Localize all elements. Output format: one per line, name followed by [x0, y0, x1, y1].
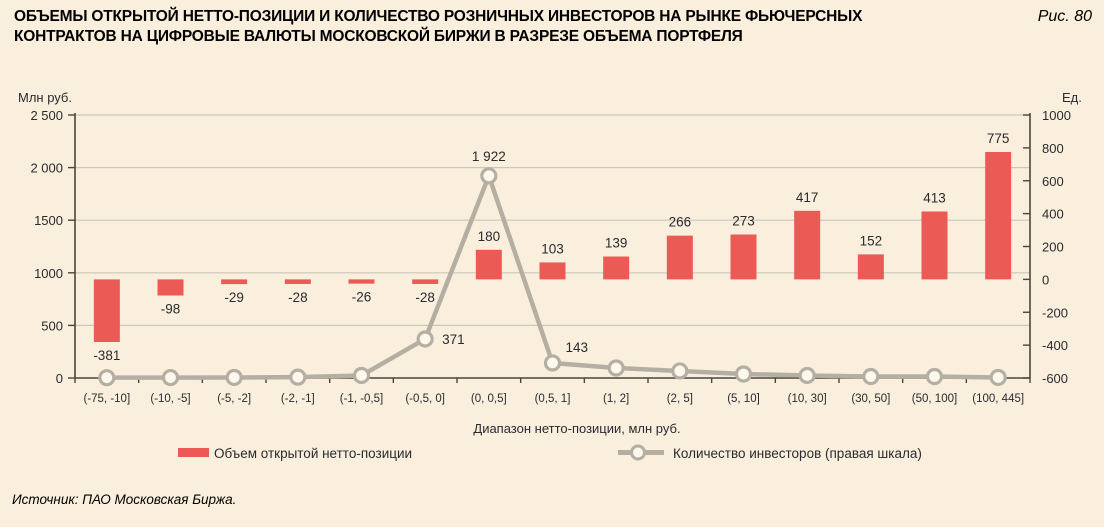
left-axis-title: Млн руб. [18, 90, 72, 105]
bar-value-label: -98 [161, 301, 181, 316]
bar [412, 279, 439, 284]
bar-value-label: -28 [288, 290, 308, 305]
line-marker [798, 366, 816, 385]
bar [157, 279, 184, 296]
bar [603, 256, 630, 280]
category-label: (0, 0,5] [471, 393, 507, 405]
line-marker [607, 359, 625, 377]
bar-value-label: -28 [415, 290, 435, 305]
left-axis-tick-label: 2 000 [30, 161, 63, 176]
line-marker [734, 365, 753, 383]
line-marker [671, 362, 689, 380]
right-axis-tick-label: 0 [1042, 272, 1049, 287]
left-axis-tick-label: 1500 [34, 213, 63, 228]
category-label: (-75, -10] [83, 393, 130, 405]
line-marker [543, 354, 562, 372]
right-axis-tick-label: -600 [1042, 371, 1068, 386]
line-marker [862, 367, 880, 386]
bar [921, 211, 948, 280]
category-label: (5, 10] [727, 393, 760, 405]
x-axis-title: Диапазон нетто-позиции, млн руб. [473, 421, 680, 436]
right-axis-tick-label: -200 [1042, 305, 1068, 320]
bar-value-label: -29 [224, 290, 244, 305]
left-axis-tick-label: 1000 [34, 266, 63, 281]
right-axis-tick-label: 600 [1042, 174, 1064, 189]
bar-value-label: 180 [478, 229, 501, 244]
left-axis-tick-label: 2 500 [30, 108, 63, 123]
line-marker [989, 368, 1007, 387]
chart-title-line2: КОНТРАКТОВ НА ЦИФРОВЫЕ ВАЛЮТЫ МОСКОВСКОЙ… [14, 28, 743, 45]
right-axis-tick-label: -400 [1042, 338, 1068, 353]
right-axis-tick-label: 400 [1042, 207, 1064, 222]
line-marker [98, 369, 116, 387]
bar [730, 234, 757, 280]
bar-value-label: 103 [541, 241, 564, 256]
legend-line-marker [630, 444, 646, 461]
line-marker [480, 167, 498, 185]
category-label: (-10, -5] [150, 393, 190, 405]
category-label: (10, 30] [788, 393, 827, 405]
bar [475, 249, 502, 280]
line-marker [416, 330, 434, 348]
bar [666, 235, 693, 280]
bar-value-label: 266 [669, 215, 692, 230]
legend-line-label: Количество инвесторов (правая шкала) [673, 446, 922, 461]
title-row: ОБЪЕМЫ ОТКРЫТОЙ НЕТТО-ПОЗИЦИИ И КОЛИЧЕСТ… [14, 7, 1092, 47]
bar-value-label: 775 [987, 131, 1010, 146]
legend-bar-label: Объем открытой нетто-позиции [214, 446, 412, 461]
category-label: (-1, -0,5] [340, 393, 383, 405]
source-note: Источник: ПАО Московская Биржа. [12, 492, 237, 507]
category-label: (-0,5, 0] [405, 393, 445, 405]
category-label: (-5, -2] [217, 393, 251, 405]
bar [284, 279, 311, 284]
bar-value-label: 273 [732, 214, 755, 229]
category-label: (0,5, 1] [535, 393, 571, 405]
line-point-label: 1 922 [472, 149, 506, 164]
bar-value-label: 152 [860, 233, 883, 248]
category-label: (30, 50] [851, 393, 890, 405]
bar [221, 279, 248, 285]
chart-title-line1: ОБЪЕМЫ ОТКРЫТОЙ НЕТТО-ПОЗИЦИИ И КОЛИЧЕСТ… [14, 8, 863, 25]
left-axis-tick-label: 500 [41, 318, 63, 333]
category-label: (-2, -1] [281, 393, 315, 405]
bar-value-label: 139 [605, 236, 628, 251]
bar [985, 151, 1012, 280]
bar [93, 279, 120, 343]
right-axis-title: Ед. [1062, 90, 1082, 105]
bar [794, 210, 821, 280]
line-marker [225, 368, 243, 387]
figure-number: Рис. 80 [1037, 8, 1092, 25]
line-marker [352, 366, 371, 385]
right-axis-tick-label: 800 [1042, 141, 1064, 156]
line-marker [925, 367, 944, 386]
line-point-label: 143 [566, 340, 589, 355]
right-axis-tick-label: 1000 [1042, 108, 1071, 123]
line-point-label: 371 [442, 332, 465, 347]
bar-value-label: -381 [93, 348, 120, 363]
bar-value-label: 413 [923, 190, 946, 205]
chart-title: ОБЪЕМЫ ОТКРЫТОЙ НЕТТО-ПОЗИЦИИ И КОЛИЧЕСТ… [14, 7, 862, 47]
left-axis-tick-label: 0 [56, 371, 63, 386]
category-label: (100, 445] [972, 393, 1024, 405]
legend-bar-swatch [178, 448, 209, 457]
line-marker [289, 368, 307, 386]
category-label: (50, 100] [912, 393, 957, 405]
category-label: (1, 2] [603, 393, 629, 405]
bar-value-label: -26 [352, 290, 372, 305]
line-marker [161, 368, 180, 387]
bar-value-label: 417 [796, 190, 819, 205]
right-axis-tick-label: 200 [1042, 240, 1064, 255]
bar [348, 279, 375, 284]
bar [857, 254, 884, 280]
bar [539, 262, 566, 280]
category-label: (2, 5] [667, 393, 693, 405]
